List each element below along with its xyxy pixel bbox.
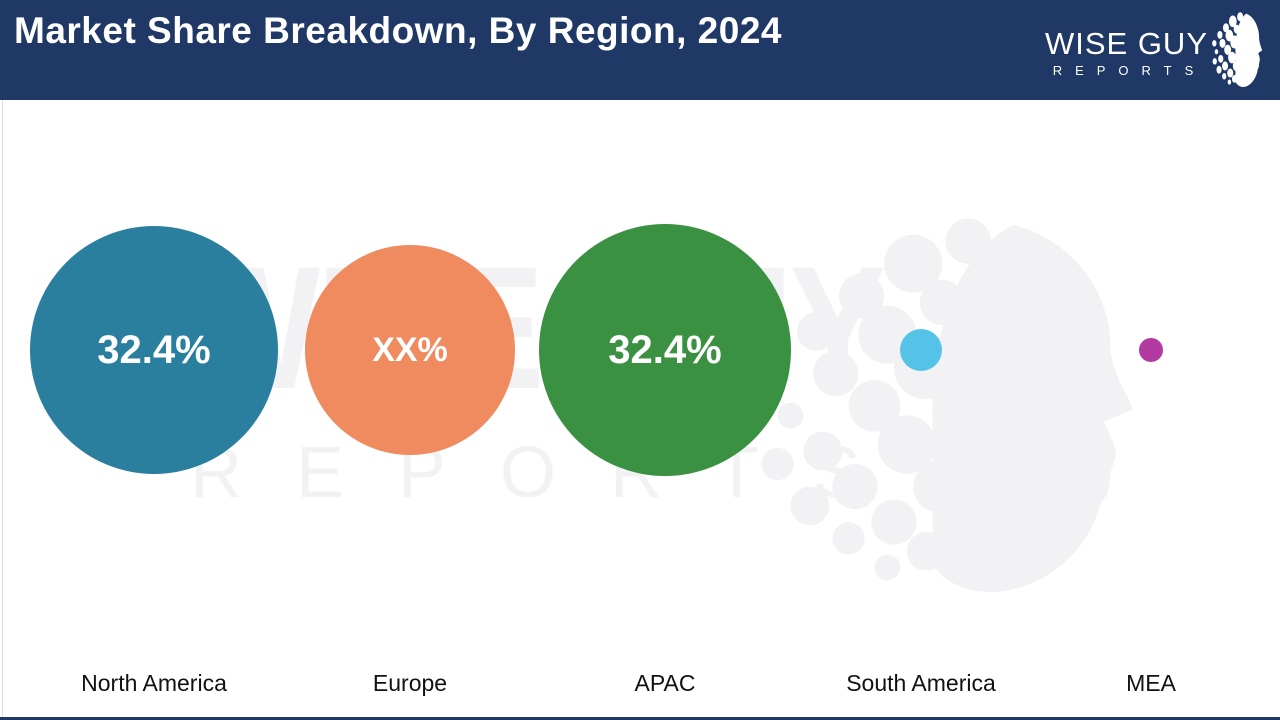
chart-area: WISE GUY REPORTS 32.4% North America XX% Eu… <box>0 100 1280 717</box>
region-name-label: Europe <box>372 670 448 696</box>
region-name-label: MEA <box>1126 670 1176 696</box>
region-value-label: 32.4% <box>608 327 722 372</box>
region-bubble: 32.4% <box>30 226 278 474</box>
region-bubble <box>900 329 942 371</box>
region-value-label: 32.4% <box>97 327 211 372</box>
wiseguy-logo: WISE GUY REPORTS <box>1045 6 1266 100</box>
watermark-subtitle: REPORTS <box>190 433 915 513</box>
region-bubble <box>1139 338 1163 362</box>
page-title: Market Share Breakdown, By Region, 2024 <box>14 10 782 51</box>
header-bar: Market Share Breakdown, By Region, 2024 … <box>0 0 1280 100</box>
logo-text: WISE GUY REPORTS <box>1045 28 1208 78</box>
region-value-label: XX% <box>372 330 448 369</box>
bubble-group: 32.4% North America XX% Europe 32.4% APAC Sout… <box>0 100 1280 717</box>
left-edge-line <box>2 100 3 717</box>
region-bubble: 32.4% <box>539 224 791 476</box>
region-name-label: South America <box>846 670 996 696</box>
logo-wordmark: WISE GUY <box>1044 26 1208 62</box>
logo-subtitle: REPORTS <box>1052 62 1207 78</box>
region-bubble: XX% <box>305 245 515 455</box>
region-name-label: APAC <box>634 670 696 696</box>
wiseguy-head-icon <box>1212 12 1263 87</box>
bottom-bar <box>0 717 1280 720</box>
region-name-label: North America <box>81 670 227 696</box>
